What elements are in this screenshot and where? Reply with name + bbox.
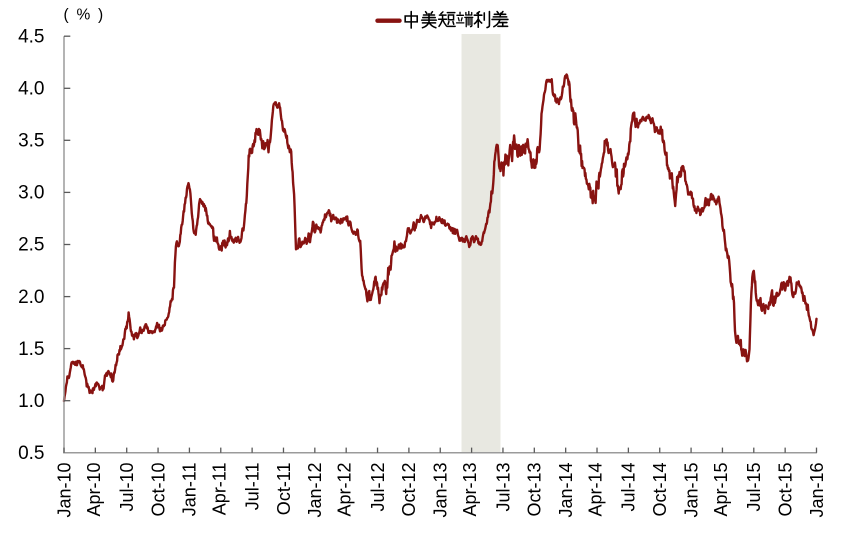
svg-text:2.0: 2.0 bbox=[18, 287, 44, 308]
svg-text:Oct-13: Oct-13 bbox=[525, 463, 545, 517]
svg-text:Apr-15: Apr-15 bbox=[711, 463, 731, 517]
svg-text:4.5: 4.5 bbox=[18, 26, 44, 47]
svg-text:Oct-11: Oct-11 bbox=[274, 463, 294, 516]
svg-text:Oct-14: Oct-14 bbox=[650, 463, 670, 517]
svg-text:3.5: 3.5 bbox=[18, 131, 44, 152]
svg-text:(%): (%) bbox=[64, 7, 112, 24]
svg-text:Apr-11: Apr-11 bbox=[209, 463, 229, 516]
svg-text:Apr-13: Apr-13 bbox=[460, 463, 480, 517]
svg-text:2.5: 2.5 bbox=[18, 235, 44, 256]
svg-text:Oct-15: Oct-15 bbox=[775, 463, 795, 517]
svg-text:Jul-12: Jul-12 bbox=[368, 463, 388, 512]
svg-text:0.5: 0.5 bbox=[18, 443, 44, 464]
svg-text:1.5: 1.5 bbox=[18, 339, 44, 360]
svg-text:Jan-13: Jan-13 bbox=[431, 463, 451, 518]
svg-text:Jan-11: Jan-11 bbox=[180, 463, 200, 517]
svg-text:Jul-15: Jul-15 bbox=[744, 463, 764, 512]
svg-text:Jul-11: Jul-11 bbox=[242, 463, 262, 511]
svg-text:Jul-10: Jul-10 bbox=[117, 463, 137, 512]
svg-text:Oct-10: Oct-10 bbox=[148, 463, 168, 517]
svg-text:Jan-16: Jan-16 bbox=[807, 463, 827, 518]
svg-text:3.0: 3.0 bbox=[18, 183, 44, 204]
svg-text:4.0: 4.0 bbox=[18, 79, 44, 100]
svg-text:Apr-14: Apr-14 bbox=[586, 463, 606, 517]
svg-text:Jul-14: Jul-14 bbox=[619, 463, 639, 512]
svg-text:Apr-10: Apr-10 bbox=[84, 463, 104, 517]
svg-text:Jan-12: Jan-12 bbox=[305, 463, 325, 518]
svg-text:Jan-15: Jan-15 bbox=[681, 463, 701, 518]
svg-text:Jan-14: Jan-14 bbox=[556, 463, 576, 518]
svg-text:Oct-12: Oct-12 bbox=[399, 463, 419, 517]
svg-text:Jul-13: Jul-13 bbox=[493, 463, 513, 512]
svg-text:Apr-12: Apr-12 bbox=[335, 463, 355, 517]
svg-text:Jan-10: Jan-10 bbox=[54, 463, 74, 518]
svg-text:1.0: 1.0 bbox=[18, 391, 44, 412]
